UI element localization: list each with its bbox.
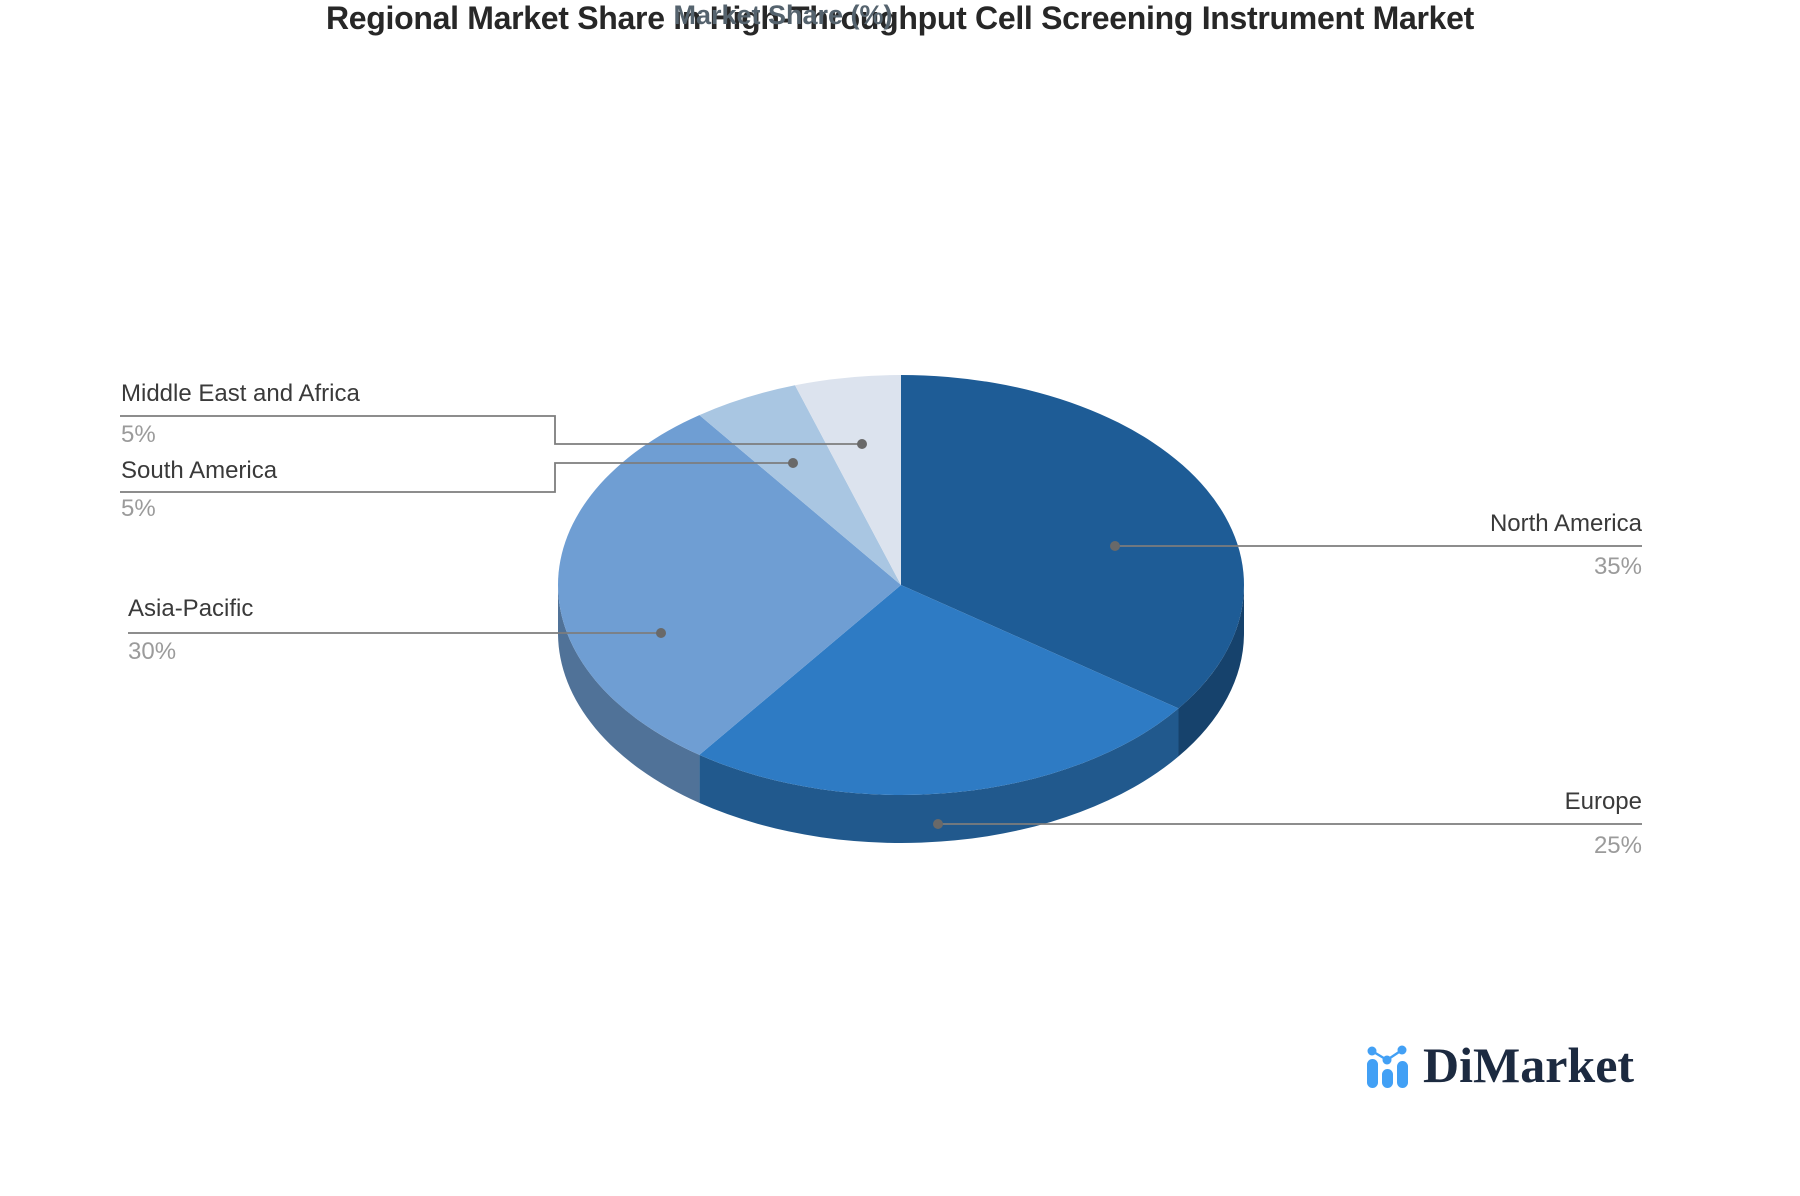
chart-subtitle: Market Share (%) bbox=[673, 0, 893, 30]
pie-slice-asia-pacific[interactable] bbox=[558, 415, 901, 755]
pie-slice-north-america[interactable] bbox=[901, 375, 1244, 709]
pie-slice-middle-east-and-africa[interactable] bbox=[795, 375, 901, 585]
dimarket-logo: DiMarket bbox=[1367, 1037, 1635, 1093]
pie-slice-south-america[interactable] bbox=[699, 385, 901, 585]
logo-wordmark: DiMarket bbox=[1423, 1037, 1635, 1093]
label-europe: Europe bbox=[1564, 788, 1642, 815]
label-asia-pacific: Asia-Pacific bbox=[128, 595, 254, 622]
pie-slice-europe[interactable] bbox=[699, 585, 1179, 795]
leader-line-middle-east-and-africa bbox=[120, 415, 862, 445]
page-title: Regional Market Share in High-Throughput… bbox=[325, 0, 1475, 36]
label-middle-east-and-africa: Middle East and Africa bbox=[121, 380, 360, 407]
leader-dot-south-america bbox=[788, 458, 798, 468]
pie-slice-side-asia-pacific bbox=[558, 585, 700, 803]
label-south-america: South America bbox=[121, 457, 278, 484]
pie-slice-side-europe bbox=[699, 708, 1179, 843]
value-north-america: 35% bbox=[1593, 553, 1642, 580]
leader-dot-north-america bbox=[1110, 541, 1120, 551]
label-north-america: North America bbox=[1489, 510, 1642, 537]
value-middle-east-and-africa: 5% bbox=[121, 421, 156, 448]
leader-dot-asia-pacific bbox=[656, 628, 666, 638]
bar-chart-logo-icon bbox=[1367, 1045, 1408, 1088]
value-south-america: 5% bbox=[121, 495, 156, 522]
leader-dot-middle-east-and-africa bbox=[857, 439, 867, 449]
value-asia-pacific: 30% bbox=[128, 638, 177, 665]
value-europe: 25% bbox=[1593, 832, 1642, 859]
leader-dot-europe bbox=[933, 819, 943, 829]
pie-slice-side-north-america bbox=[1178, 585, 1244, 757]
leader-line-south-america bbox=[120, 462, 793, 493]
